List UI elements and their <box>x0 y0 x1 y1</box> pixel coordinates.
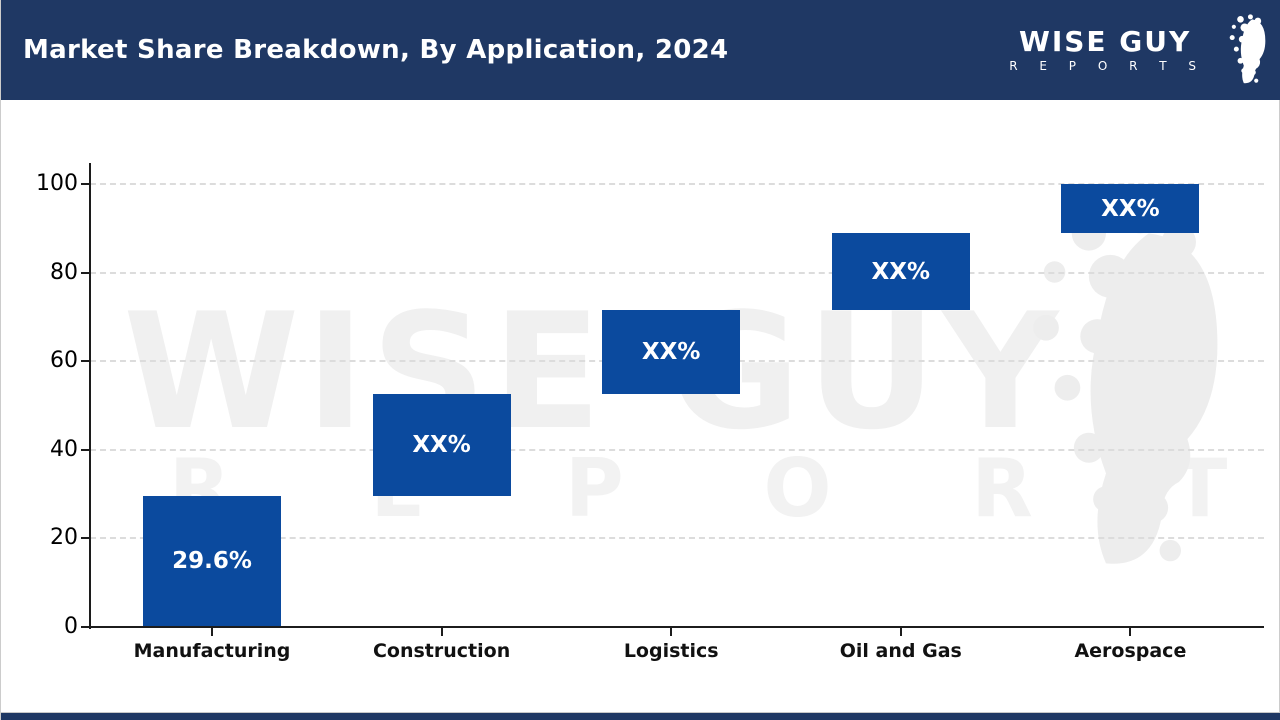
x-tick-mark <box>441 628 443 636</box>
bar-value-label: 29.6% <box>172 548 252 574</box>
bar-manufacturing: 29.6% <box>143 496 281 627</box>
y-tick-label: 100 <box>26 171 78 196</box>
header-bar: Market Share Breakdown, By Application, … <box>1 0 1280 100</box>
gridline-80 <box>90 272 1264 274</box>
x-tick-mark <box>670 628 672 636</box>
report-page: WISE GUY R E P O R T S Market Share Brea… <box>0 0 1280 720</box>
bar-oil-and-gas: XX% <box>832 233 970 310</box>
footer-bar <box>1 712 1280 720</box>
bar-construction: XX% <box>373 394 511 495</box>
x-tick-mark <box>1129 628 1131 636</box>
y-tick-label: 80 <box>26 260 78 285</box>
x-tick-mark <box>211 628 213 636</box>
bar-value-label: XX% <box>642 339 701 365</box>
bar-value-label: XX% <box>1101 196 1160 222</box>
wiseguy-logo-text: WISE GUY R E P O R T S <box>1005 27 1205 74</box>
wiseguy-face-icon <box>1209 12 1267 88</box>
bar-logistics: XX% <box>602 310 740 394</box>
y-tick-label: 20 <box>26 525 78 550</box>
gridline-40 <box>90 449 1264 451</box>
bar-value-label: XX% <box>412 432 471 458</box>
waterfall-chart: 0 20 40 60 80 100 29.6% Manufacturing XX% Constru… <box>1 100 1280 712</box>
y-tick-label: 40 <box>26 437 78 462</box>
wiseguy-logo-line1: WISE GUY <box>1019 27 1191 58</box>
category-label: Logistics <box>556 640 786 662</box>
wiseguy-logo-line2: R E P O R T S <box>1005 59 1205 73</box>
bar-aerospace: XX% <box>1061 184 1199 233</box>
category-label: Manufacturing <box>97 640 327 662</box>
category-label: Construction <box>327 640 557 662</box>
y-tick-label: 60 <box>26 348 78 373</box>
category-label: Oil and Gas <box>786 640 1016 662</box>
y-tick-label: 0 <box>26 614 78 639</box>
category-label: Aerospace <box>1015 640 1245 662</box>
y-axis-line <box>89 163 91 629</box>
x-tick-mark <box>900 628 902 636</box>
wiseguy-logo: WISE GUY R E P O R T S <box>1005 8 1267 92</box>
bar-value-label: XX% <box>872 259 931 285</box>
page-title: Market Share Breakdown, By Application, … <box>23 0 728 100</box>
